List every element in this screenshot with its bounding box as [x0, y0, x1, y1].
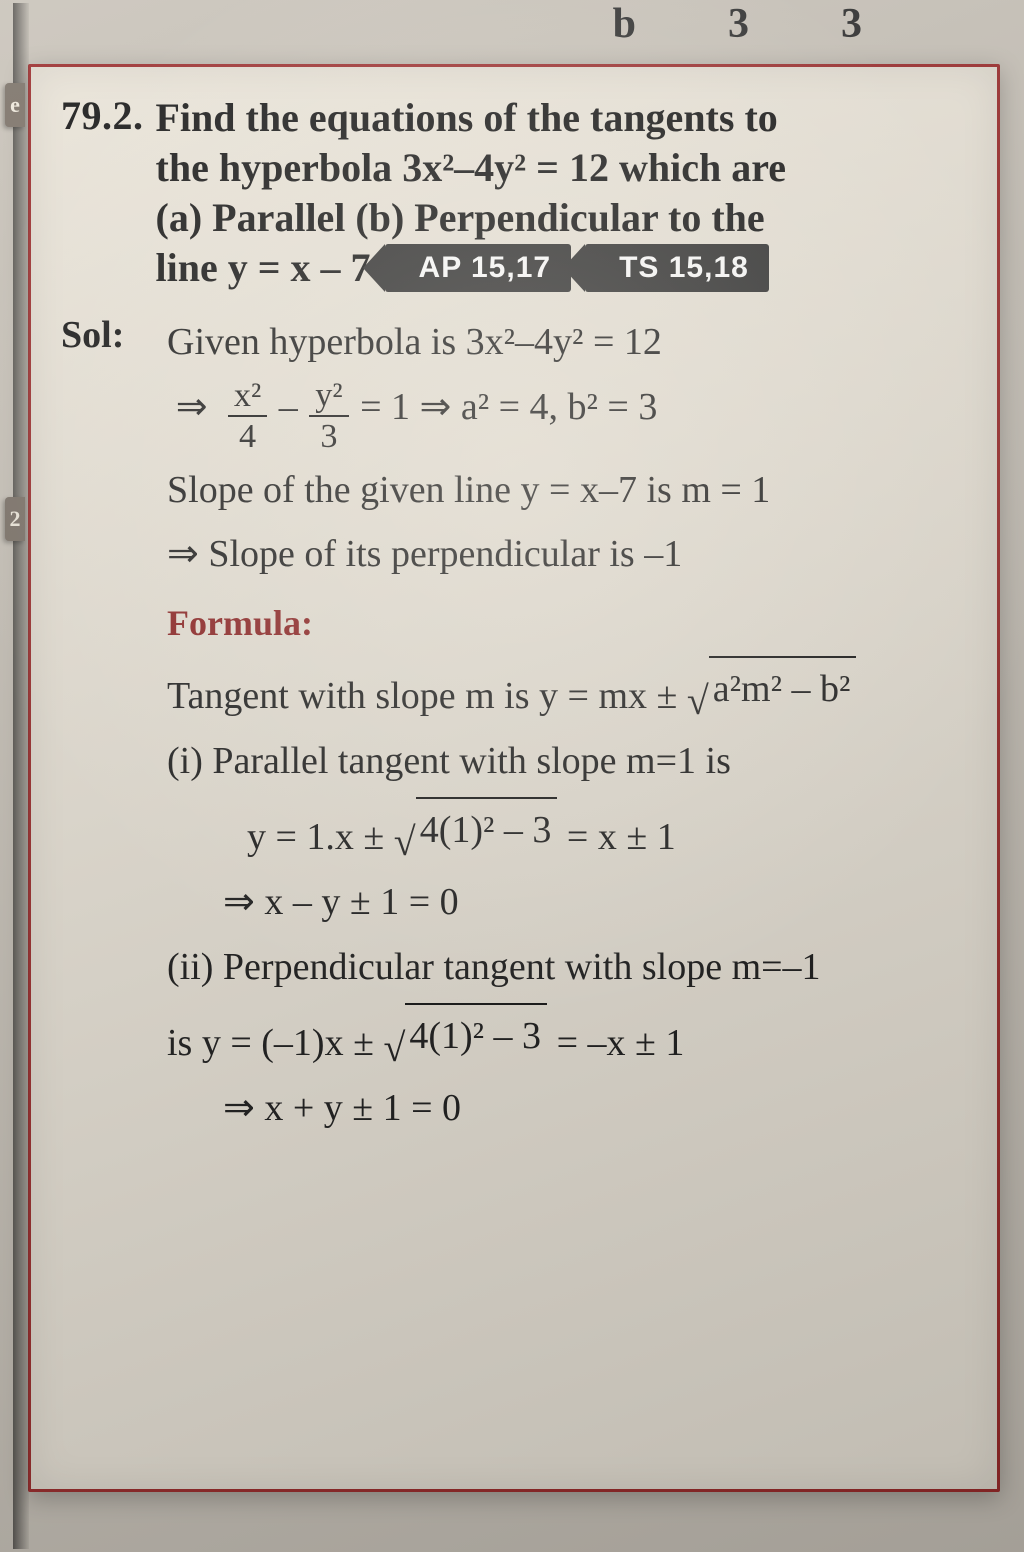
s1-eq: 3x²–4y² = 12: [466, 321, 662, 363]
s7-lead: y = 1.x ±: [247, 816, 394, 858]
s2-minus: –: [279, 386, 298, 428]
q-line2-eq: 3x²–4y² = 12: [402, 145, 609, 190]
f2d: 3: [309, 417, 348, 454]
tab-e: e: [5, 83, 25, 127]
frac-y2-3: y²3: [309, 379, 348, 454]
sol-line-6: (i) Parallel tangent with slope m=1 is: [167, 732, 856, 791]
question: 79.2. Find the equations of the tangents…: [61, 93, 967, 293]
sqrt-4-1-3-b: √4(1)² – 3: [383, 1003, 547, 1066]
s10-lead: is y = (–1)x ±: [167, 1022, 383, 1064]
s7-rad: 4(1)² – 3: [416, 797, 558, 860]
sol-line-4: ⇒ Slope of its perpendicular is –1: [167, 525, 856, 584]
sol-line-9: (ii) Perpendicular tangent with slope m=…: [167, 938, 856, 997]
q-line2: the hyperbola 3x²–4y² = 12 which are: [156, 143, 787, 193]
f2n: y²: [309, 379, 348, 417]
top-frag-n1: 3: [728, 0, 751, 48]
s7-tail: = x ± 1: [567, 816, 676, 858]
tab-2: 2: [5, 497, 25, 541]
sol-line-1: Given hyperbola is 3x²–4y² = 12: [167, 313, 856, 372]
problem-box: e 2 79.2. Find the equations of the tang…: [28, 64, 1000, 1492]
q-line1: Find the equations of the tangents to: [156, 93, 787, 143]
s2-arrow: ⇒: [167, 378, 216, 437]
question-text: Find the equations of the tangents to th…: [156, 93, 787, 293]
formula-heading: Formula:: [167, 596, 856, 652]
sol-line-3: Slope of the given line y = x–7 is m = 1: [167, 461, 856, 520]
radical-icon: √: [687, 681, 709, 721]
page-top-cut: b 3 3: [0, 0, 1024, 64]
solution-label: Sol:: [61, 313, 149, 1144]
top-frag-n2: 3: [841, 0, 864, 48]
top-frag-b: b: [613, 0, 638, 48]
s5-pre: Tangent with slope m is y = mx ±: [167, 675, 687, 717]
sol-line-10: is y = (–1)x ± √4(1)² – 3 = –x ± 1: [167, 1003, 856, 1073]
radical-icon: √: [394, 822, 416, 862]
frac-x2-4: x²4: [228, 379, 267, 454]
s10-tail: = –x ± 1: [557, 1022, 685, 1064]
tag-ts: TS 15,18: [585, 244, 769, 292]
s10-rad: 4(1)² – 3: [405, 1003, 547, 1066]
sol-line-11: ⇒ x + y ± 1 = 0: [167, 1079, 856, 1138]
solution: Sol: Given hyperbola is 3x²–4y² = 12 ⇒ x…: [61, 313, 967, 1144]
sqrt-4-1-3-a: √4(1)² – 3: [394, 797, 558, 860]
q-line4-eq: y = x – 7: [228, 245, 371, 290]
question-number: 79.2.: [61, 93, 144, 293]
left-index-tabs: e 2: [5, 67, 25, 1489]
q-line2-post: which are: [609, 145, 786, 190]
f1d: 4: [228, 417, 267, 454]
q-line2-pre: the hyperbola: [156, 145, 403, 190]
f1n: x²: [228, 379, 267, 417]
q-line3: (a) Parallel (b) Perpendicular to the: [156, 193, 787, 243]
s1-pre: Given hyperbola is: [167, 321, 466, 363]
s5-rad: a²m² – b²: [709, 656, 857, 719]
tag-ap: AP 15,17: [385, 244, 572, 292]
sol-line-5: Tangent with slope m is y = mx ± √a²m² –…: [167, 656, 856, 726]
sqrt-a2m2-b2: √a²m² – b²: [687, 656, 857, 719]
q-line4: line y = x – 7 AP 15,17 TS 15,18: [156, 243, 787, 293]
sol-line-8: ⇒ x – y ± 1 = 0: [167, 873, 856, 932]
solution-body: Given hyperbola is 3x²–4y² = 12 ⇒ x²4 – …: [167, 313, 856, 1144]
sol-line-7: y = 1.x ± √4(1)² – 3 = x ± 1: [167, 797, 856, 867]
q-line4-pre: line: [156, 245, 228, 290]
radical-icon: √: [383, 1028, 405, 1068]
s2-eq: = 1 ⇒ a² = 4, b² = 3: [360, 386, 657, 428]
sol-line-2: ⇒ x²4 – y²3 = 1 ⇒ a² = 4, b² = 3: [167, 378, 856, 455]
